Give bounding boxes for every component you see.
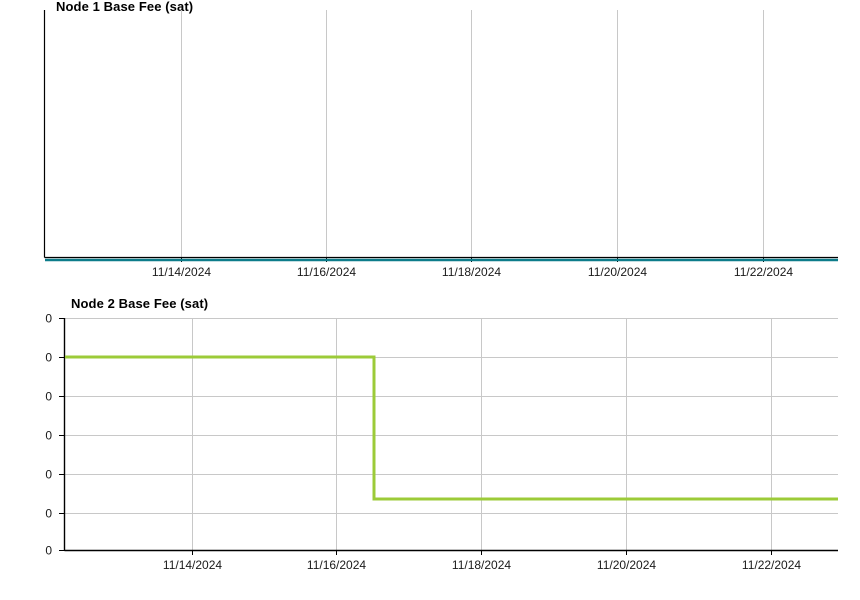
gridlines-vertical-node1: [181, 10, 764, 257]
gridlines-vertical-node2: [192, 318, 772, 550]
ytick-marks-node2: [59, 318, 65, 551]
ytick-label-node2-2: 0: [45, 390, 52, 404]
chart-title-node2: Node 2 Base Fee (sat): [71, 296, 209, 311]
gridlines-horizontal-node2: [64, 318, 838, 514]
xtick-label-node2-3: 11/20/2024: [597, 558, 656, 572]
xtick-label-node2-1: 11/16/2024: [307, 558, 366, 572]
xtick-label-node2-0: 11/14/2024: [163, 558, 222, 572]
xtick-label-node1-0: 11/14/2024: [152, 265, 211, 279]
xtick-label-node2-2: 11/18/2024: [452, 558, 511, 572]
chart-title-node1: Node 1 Base Fee (sat): [56, 0, 194, 14]
xtick-label-node1-1: 11/16/2024: [297, 265, 356, 279]
chart-panel-node2: Node 2 Base Fee (sat): [0, 295, 860, 600]
xtick-label-node2-4: 11/22/2024: [742, 558, 801, 572]
ytick-label-node2-0: 0: [45, 312, 52, 326]
chart-panel-node1: Node 1 Base Fee (sat) 11/14/2024 11/16/2…: [0, 0, 860, 295]
xtick-label-node1-2: 11/18/2024: [442, 265, 501, 279]
ytick-label-node2-6: 0: [45, 544, 52, 558]
chart-plot-node2: 0 0 0 0 0 0 0 11/14/2024 11/16/2024 11/1…: [45, 312, 838, 572]
xtick-label-node1-4: 11/22/2024: [734, 265, 793, 279]
ytick-label-node2-4: 0: [45, 468, 52, 482]
ytick-label-node2-3: 0: [45, 429, 52, 443]
series-line-node2: [65, 355, 838, 501]
ytick-label-node2-5: 0: [45, 507, 52, 521]
chart-plot-node1: 11/14/2024 11/16/2024 11/18/2024 11/20/2…: [43, 10, 838, 279]
xtick-marks-node2: [192, 550, 772, 555]
ytick-label-node2-1: 0: [45, 351, 52, 365]
xtick-label-node1-3: 11/20/2024: [588, 265, 647, 279]
